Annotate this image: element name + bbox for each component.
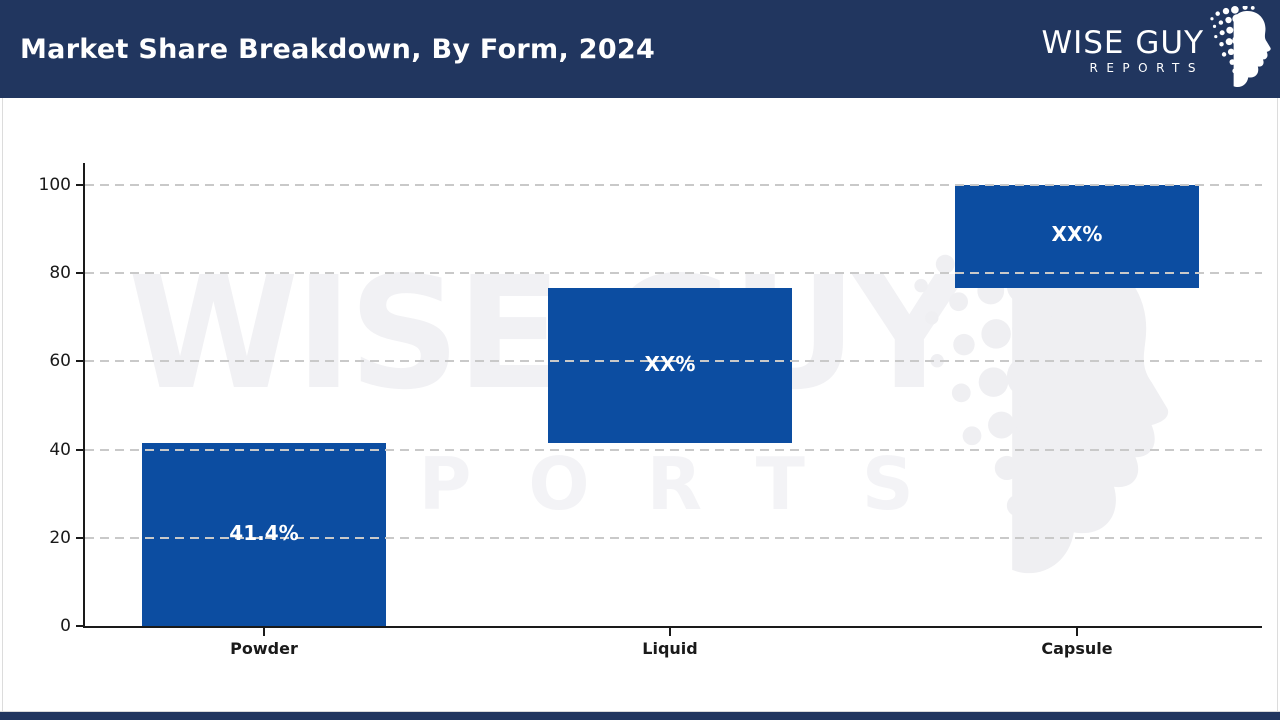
logo-text: WISE GUY REPORTS	[1041, 27, 1204, 76]
gridline-40	[85, 448, 1262, 451]
bar-value-label: XX%	[1051, 222, 1103, 247]
bar-value-label: 41.4%	[229, 520, 299, 545]
y-tick-mark	[76, 272, 85, 275]
x-tick-mark	[263, 628, 265, 636]
y-tick-mark	[76, 625, 85, 627]
bar-liquid	[548, 287, 792, 444]
y-axis-line	[83, 163, 85, 628]
header-band: Market Share Breakdown, By Form, 2024 WI…	[0, 0, 1280, 98]
category-label-liquid: Liquid	[642, 639, 698, 658]
gridline-20	[85, 536, 1262, 539]
logo-subtitle: REPORTS	[1089, 61, 1204, 76]
y-tick-label: 40	[49, 439, 71, 460]
bar-value-label: XX%	[644, 351, 696, 376]
category-label-capsule: Capsule	[1041, 639, 1113, 658]
y-tick-label: 80	[49, 263, 71, 284]
y-tick-mark	[76, 360, 85, 363]
y-tick-label: 20	[49, 527, 71, 548]
y-tick-label: 0	[60, 616, 71, 636]
bar-powder	[142, 443, 386, 626]
footer-hairline	[0, 711, 1280, 712]
gridline-100	[85, 184, 1262, 186]
gridline-60	[85, 360, 1262, 363]
chart-area: WISE GUY REPORTS 41.4% XX% XX% 0 20 40 60 80 100…	[0, 98, 1280, 712]
y-tick-mark	[76, 448, 85, 451]
x-axis-line	[83, 626, 1262, 628]
content-border-right	[1277, 98, 1278, 712]
footer-band	[0, 712, 1280, 720]
y-tick-mark	[76, 184, 85, 186]
page-title: Market Share Breakdown, By Form, 2024	[20, 33, 656, 65]
bar-capsule	[955, 185, 1199, 288]
content-border-left	[2, 98, 3, 712]
y-tick-label: 60	[49, 351, 71, 372]
x-tick-mark	[1076, 628, 1078, 636]
x-tick-mark	[669, 628, 671, 636]
logo-face-icon	[1208, 6, 1272, 92]
logo-wordmark: WISE GUY	[1041, 24, 1204, 61]
category-label-powder: Powder	[230, 639, 298, 658]
y-tick-mark	[76, 536, 85, 539]
y-tick-label: 100	[38, 175, 71, 195]
watermark-wordmark: WISE GUY	[128, 243, 965, 424]
chart-plot-area: 41.4% XX% XX% 0 20 40 60 80 100 Powder Liquid Capsu…	[0, 98, 1280, 712]
gridline-80	[85, 272, 1262, 275]
wiseguy-logo: WISE GUY REPORTS	[1041, 5, 1272, 93]
